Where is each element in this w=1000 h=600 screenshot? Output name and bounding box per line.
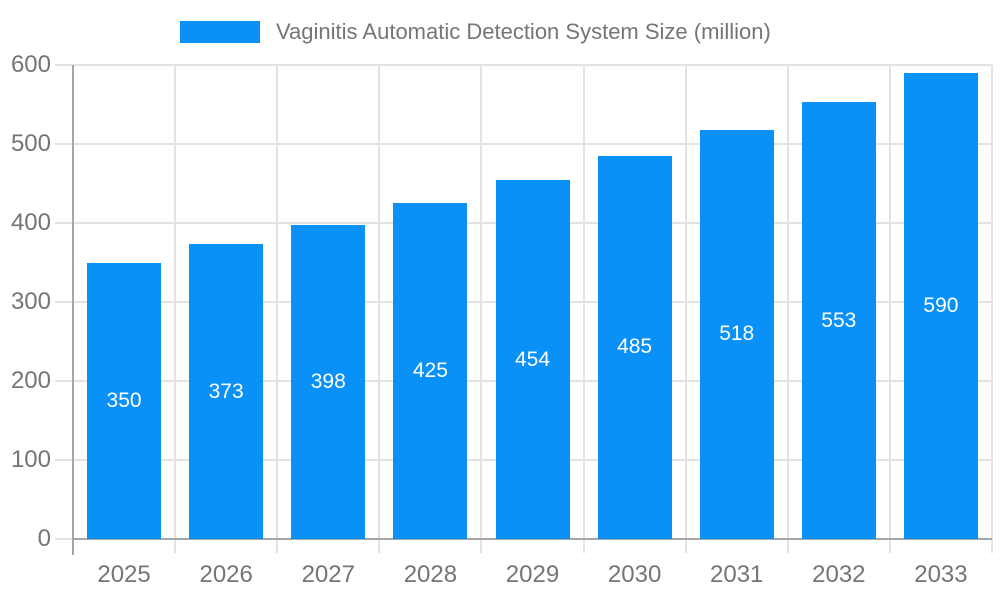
- bar-value-label: 425: [412, 359, 448, 383]
- x-gridline: [378, 65, 381, 539]
- x-axis-tick: [582, 539, 585, 553]
- x-axis-tick-label: 2025: [97, 561, 151, 588]
- y-axis-tick: [55, 538, 73, 540]
- x-axis-tick: [888, 539, 891, 553]
- x-axis-tick: [276, 539, 279, 553]
- x-gridline: [582, 65, 585, 539]
- y-axis-tick-label: 200: [10, 367, 51, 394]
- bar-2032: 553: [801, 102, 876, 539]
- x-axis-tick: [480, 539, 483, 553]
- y-axis-tick: [55, 380, 73, 382]
- x-axis-tick: [174, 539, 177, 553]
- y-gridline: [73, 64, 992, 66]
- x-axis-tick-label: 2031: [710, 561, 764, 588]
- legend-label: Vaginitis Automatic Detection System Siz…: [276, 19, 771, 44]
- bar-2028: 425: [393, 203, 468, 539]
- x-axis-tick: [786, 539, 789, 553]
- x-gridline: [480, 65, 483, 539]
- y-axis-tick-label: 300: [10, 288, 51, 315]
- x-axis-tick: [684, 539, 687, 553]
- y-axis-tick-label: 500: [10, 130, 51, 157]
- bar-value-label: 485: [617, 335, 653, 359]
- legend-color-swatch: [180, 21, 260, 43]
- x-gridline: [991, 65, 993, 539]
- x-axis-tick-label: 2028: [403, 561, 458, 588]
- bar-value-label: 590: [923, 293, 959, 317]
- bar-value-label: 398: [310, 369, 346, 393]
- bar-2029: 454: [495, 180, 570, 539]
- y-axis-line: [72, 65, 74, 555]
- bar-value-label: 553: [821, 308, 857, 332]
- x-gridline: [888, 65, 891, 539]
- bar-value-label: 350: [106, 388, 142, 412]
- bar-2027: 398: [291, 224, 366, 539]
- x-gridline: [276, 65, 279, 539]
- bar-2033: 590: [903, 72, 978, 539]
- y-axis-tick: [55, 64, 73, 66]
- bar-2031: 518: [699, 129, 774, 539]
- x-axis-tick-label: 2027: [301, 561, 355, 588]
- y-axis-tick-label: 0: [37, 525, 51, 552]
- x-axis-tick-label: 2026: [199, 561, 253, 588]
- x-axis-line: [73, 538, 992, 540]
- bar-value-label: 518: [719, 322, 755, 346]
- bar-2025: 350: [87, 262, 162, 539]
- y-axis-tick: [55, 301, 73, 303]
- x-axis-tick-label: 2032: [812, 561, 866, 588]
- y-axis-tick-label: 100: [10, 446, 51, 473]
- bar-2026: 373: [189, 244, 264, 539]
- x-axis-tick: [378, 539, 381, 553]
- y-axis-tick: [55, 222, 73, 224]
- y-gridline: [73, 143, 992, 145]
- x-axis-tick-label: 2033: [914, 561, 968, 588]
- bar-2030: 485: [597, 155, 672, 539]
- bar-value-label: 454: [514, 347, 551, 371]
- bar-value-label: 373: [208, 379, 244, 403]
- y-axis-tick: [55, 143, 73, 145]
- x-axis-tick-label: 2030: [607, 561, 662, 588]
- x-axis-tick: [991, 539, 993, 553]
- y-axis-tick-label: 400: [10, 209, 51, 236]
- x-gridline: [786, 65, 789, 539]
- legend-item[interactable]: Vaginitis Automatic Detection System Siz…: [180, 15, 771, 49]
- x-axis-tick-label: 2029: [505, 561, 560, 588]
- y-axis-tick: [55, 459, 73, 461]
- x-gridline: [174, 65, 177, 539]
- x-gridline: [684, 65, 687, 539]
- y-axis-tick-label: 600: [10, 51, 51, 78]
